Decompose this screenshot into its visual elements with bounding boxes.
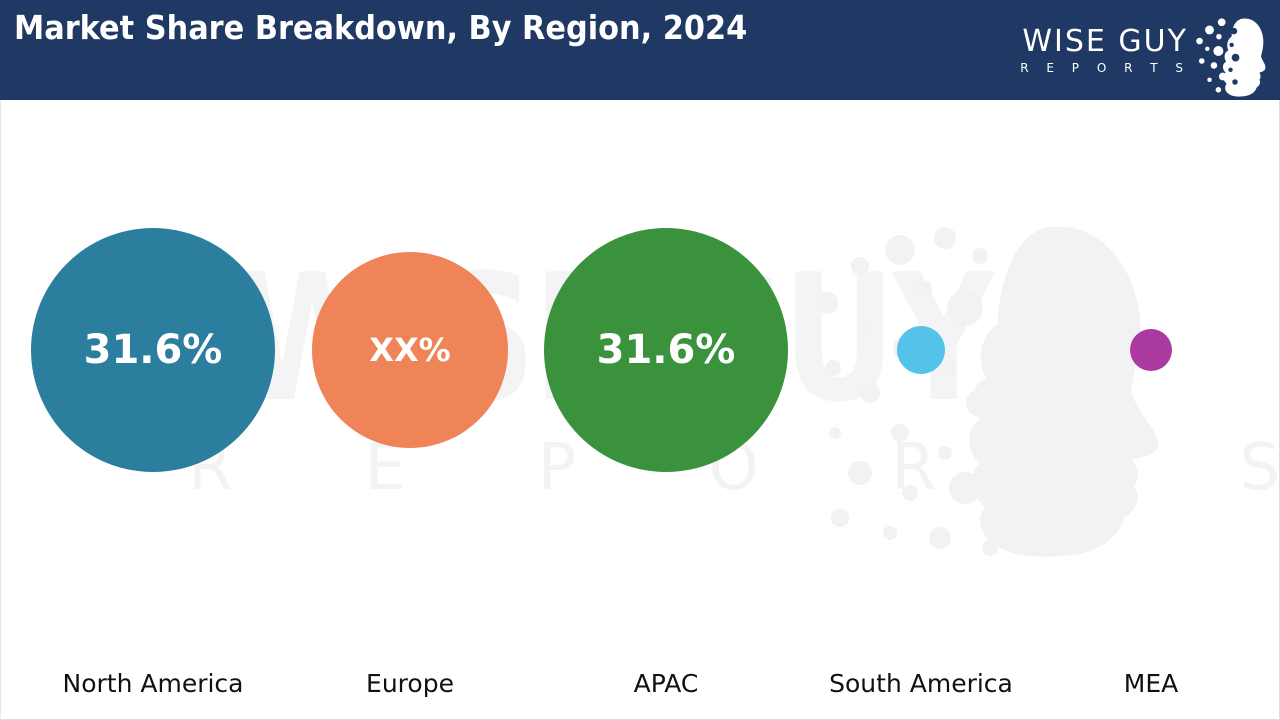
region-label-south-america: South America xyxy=(829,669,1013,698)
logo-wordmark: WISE GUY xyxy=(1022,24,1188,59)
header: Market Share Breakdown, By Region, 2024 … xyxy=(0,0,1280,100)
wiseguy-logo: WISE GUY R E P O R T S xyxy=(1020,14,1266,98)
bubble-europe: XX% xyxy=(312,252,508,448)
bubble-south-america xyxy=(897,326,945,374)
bubble-north-america: 31.6% xyxy=(31,228,275,472)
region-label-mea: MEA xyxy=(1123,669,1179,698)
region-label-europe: Europe xyxy=(366,669,454,698)
region-label-north-america: North America xyxy=(62,669,244,698)
bubble-mea xyxy=(1130,329,1172,371)
logo-head-icon xyxy=(1196,18,1266,97)
wiseguy-logo-text: WISE GUY R E P O R T S xyxy=(1020,26,1190,75)
page-title: Market Share Breakdown, By Region, 2024 xyxy=(14,8,748,47)
bubble-value-label: XX% xyxy=(369,331,451,369)
logo-subtitle: R E P O R T S xyxy=(1020,60,1190,75)
bubble-apac: 31.6% xyxy=(544,228,788,472)
bubble-value-label: 31.6% xyxy=(83,327,223,373)
watermark-head-icon xyxy=(816,226,1159,557)
bubble-value-label: 31.6% xyxy=(596,327,736,373)
region-label-apac: APAC xyxy=(633,669,699,698)
